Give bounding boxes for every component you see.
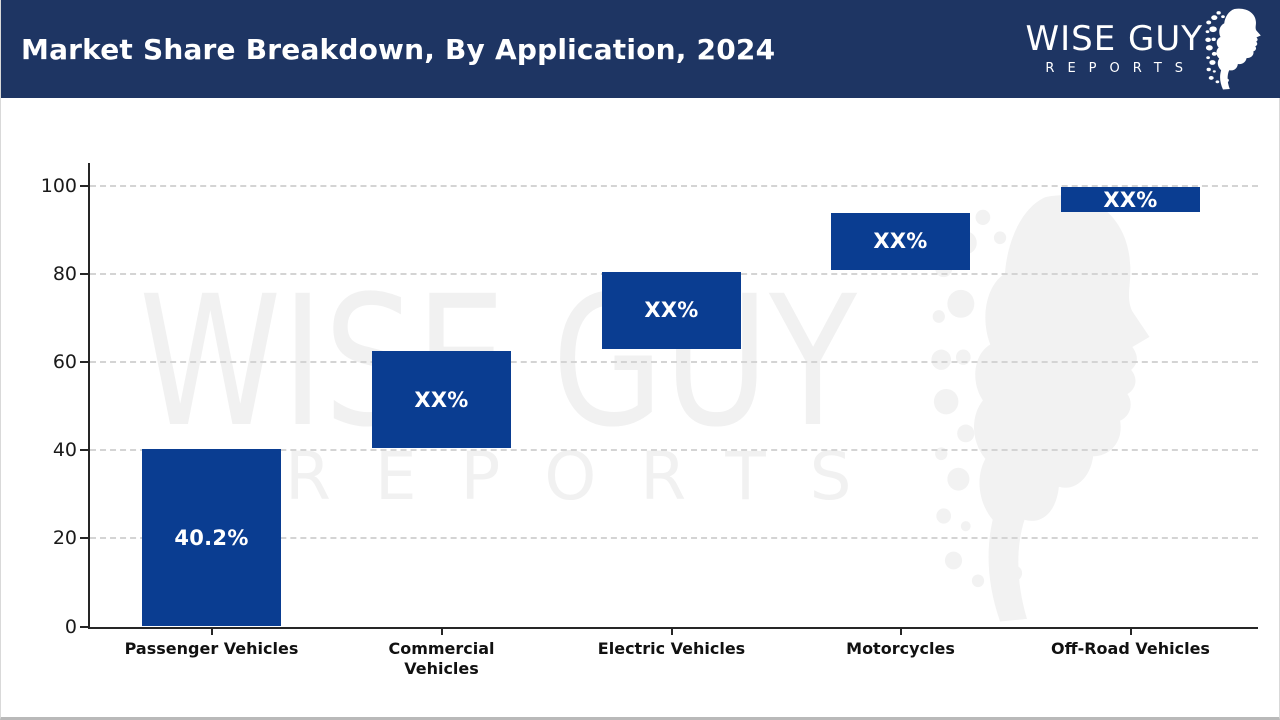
bar-off-road-vehicles: XX% <box>1061 187 1200 213</box>
bar-electric-vehicles: XX% <box>602 271 741 349</box>
y-axis-tick-label: 60 <box>52 351 77 374</box>
y-axis-tick-label: 80 <box>52 263 77 286</box>
x-axis-tick-mark <box>1129 628 1132 635</box>
bar-value-label: XX% <box>873 229 928 254</box>
category-label-line: Electric Vehicles <box>597 638 746 658</box>
bar-value-label: XX% <box>414 387 469 412</box>
x-axis-category-label: Off-Road Vehicles <box>1031 639 1231 659</box>
category-label-line: Motorcycles <box>846 638 955 658</box>
header-bar: Market Share Breakdown, By Application, … <box>1 0 1280 98</box>
bar-value-label: 40.2% <box>174 525 249 550</box>
category-label-line: Passenger Vehicles <box>124 638 299 658</box>
x-axis-spine <box>88 626 1258 629</box>
x-axis-tick-mark <box>670 628 673 635</box>
market-share-chart: 0 20 40 60 80 100 40.2% Passenger Vehicles XX% Co… <box>1 98 1280 720</box>
bar-motorcycles: XX% <box>831 213 970 270</box>
bar-passenger-vehicles: 40.2% <box>142 449 281 627</box>
y-axis-tick-mark <box>80 537 88 540</box>
logo-text: WISE GUY REPORTS <box>1025 19 1203 76</box>
x-axis-tick-mark <box>210 628 213 635</box>
gridline-100 <box>90 185 1258 187</box>
x-axis-category-label: Passenger Vehicles <box>112 639 312 659</box>
y-axis-tick-mark <box>80 273 88 276</box>
gridline-40 <box>90 449 1258 452</box>
y-axis-spine <box>88 163 90 629</box>
logo-head-icon <box>1205 8 1261 90</box>
logo-subtitle: REPORTS <box>1045 60 1197 76</box>
y-axis-tick-label: 100 <box>40 175 77 197</box>
category-label-line: Off-Road Vehicles <box>1051 638 1210 658</box>
x-axis-category-label: Commercial Vehicles <box>342 639 542 680</box>
page-title: Market Share Breakdown, By Application, … <box>21 32 776 66</box>
bar-value-label: XX% <box>644 298 699 323</box>
x-axis-category-label: Electric Vehicles <box>572 639 772 659</box>
bar-value-label: XX% <box>1103 187 1158 212</box>
y-axis-tick-label: 0 <box>64 615 77 638</box>
x-axis-tick-mark <box>899 628 902 635</box>
gridline-20 <box>90 537 1258 540</box>
gridline-60 <box>90 361 1258 364</box>
category-label-line: Commercial <box>388 638 495 658</box>
y-axis-tick-mark <box>80 625 88 628</box>
y-axis-tick-mark <box>80 185 88 187</box>
y-axis-tick-label: 40 <box>52 439 77 462</box>
y-axis-tick-mark <box>80 449 88 452</box>
y-axis-tick-label: 20 <box>52 527 77 550</box>
x-axis-tick-mark <box>440 628 443 635</box>
logo-wordmark: WISE GUY <box>1025 19 1203 60</box>
bar-commercial-vehicles: XX% <box>372 351 511 449</box>
y-axis-tick-mark <box>80 361 88 364</box>
wise-guy-reports-logo: WISE GUY REPORTS <box>1025 8 1267 90</box>
category-label-line: Vehicles <box>404 658 479 678</box>
x-axis-category-label: Motorcycles <box>801 639 1001 659</box>
